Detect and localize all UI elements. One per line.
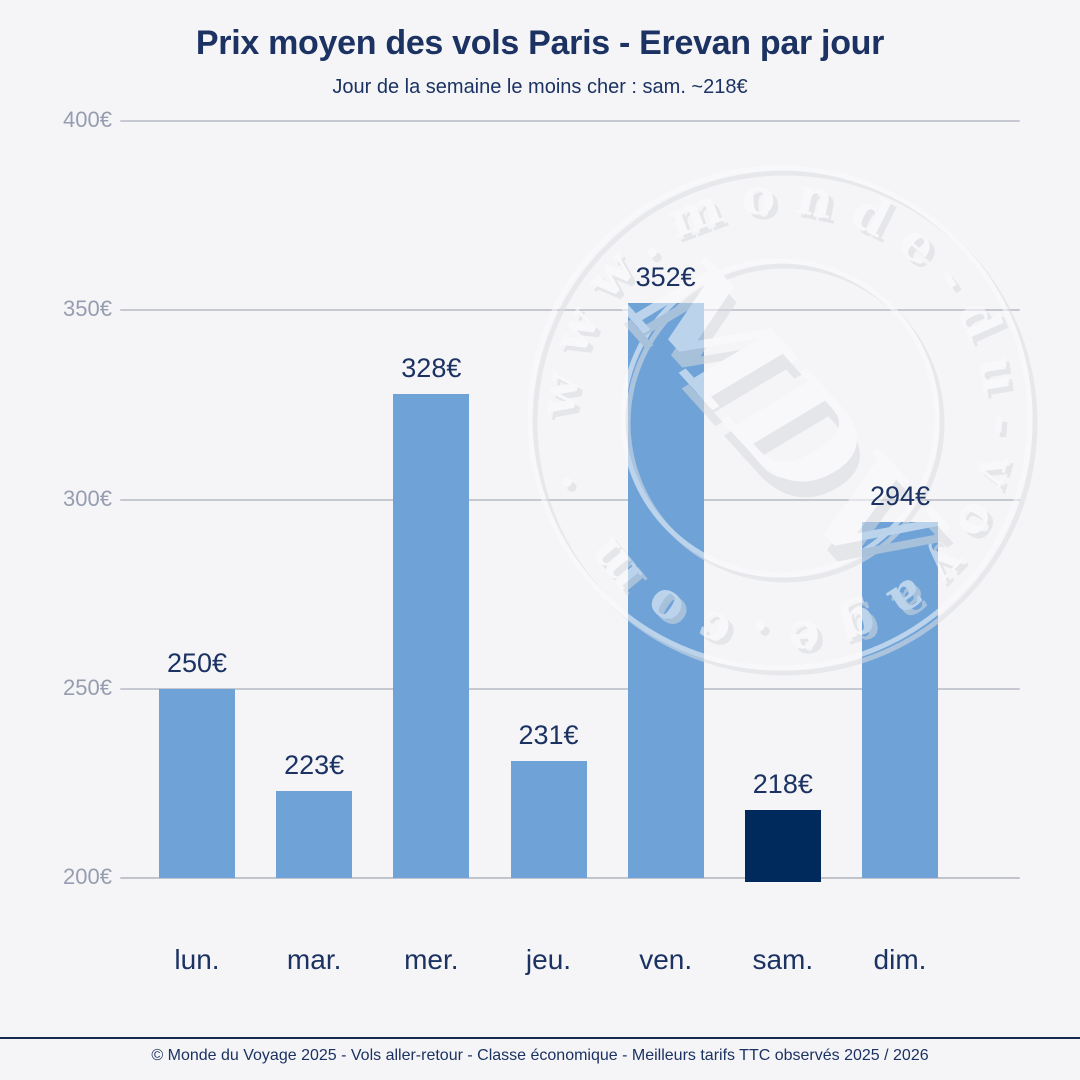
bar-ven <box>627 302 704 878</box>
x-axis-day-label: lun. <box>174 944 220 975</box>
y-axis-tick-label: 350€ <box>63 296 112 322</box>
gridline-350 <box>120 309 1020 312</box>
bar-value-label: 294€ <box>869 481 931 512</box>
bar-value-label: 328€ <box>401 352 462 383</box>
footer-copyright: © Monde du Voyage 2025 - Vols aller-reto… <box>151 1047 929 1064</box>
y-axis-tick-label: 250€ <box>63 674 112 700</box>
bar-sam <box>744 809 821 882</box>
x-axis-day-label: mar. <box>286 944 342 975</box>
gridline-400 <box>120 120 1020 122</box>
bar-jeu <box>510 760 587 878</box>
bar-mer <box>393 393 470 878</box>
y-axis-tick-label: 300€ <box>63 485 112 511</box>
bar-value-label: 218€ <box>752 768 813 799</box>
gridline-200 <box>120 877 1020 879</box>
bar-value-label: 223€ <box>284 749 345 780</box>
footer-separator-line <box>0 1037 1080 1039</box>
bar-lun <box>159 688 235 878</box>
bar-value-label: 352€ <box>635 261 696 292</box>
bar-value-label: 231€ <box>518 719 579 750</box>
chart-title: Prix moyen des vols Paris - Erevan par j… <box>195 24 885 62</box>
bar-value-label: 250€ <box>166 647 228 678</box>
x-axis-day-label: jeu. <box>525 944 572 975</box>
x-axis-day-label: sam. <box>752 944 814 975</box>
x-axis-day-label: mer. <box>404 944 459 975</box>
x-axis-day-label: dim. <box>873 944 927 975</box>
y-axis-tick-label: 200€ <box>63 864 112 889</box>
x-axis-day-label: ven. <box>639 944 693 975</box>
y-axis-tick-label: 400€ <box>63 107 112 132</box>
chart-subtitle: Jour de la semaine le moins cher : sam. … <box>332 76 748 98</box>
bar-dim <box>862 522 938 878</box>
bar-mar <box>276 790 353 878</box>
gridline-250 <box>120 687 1020 690</box>
